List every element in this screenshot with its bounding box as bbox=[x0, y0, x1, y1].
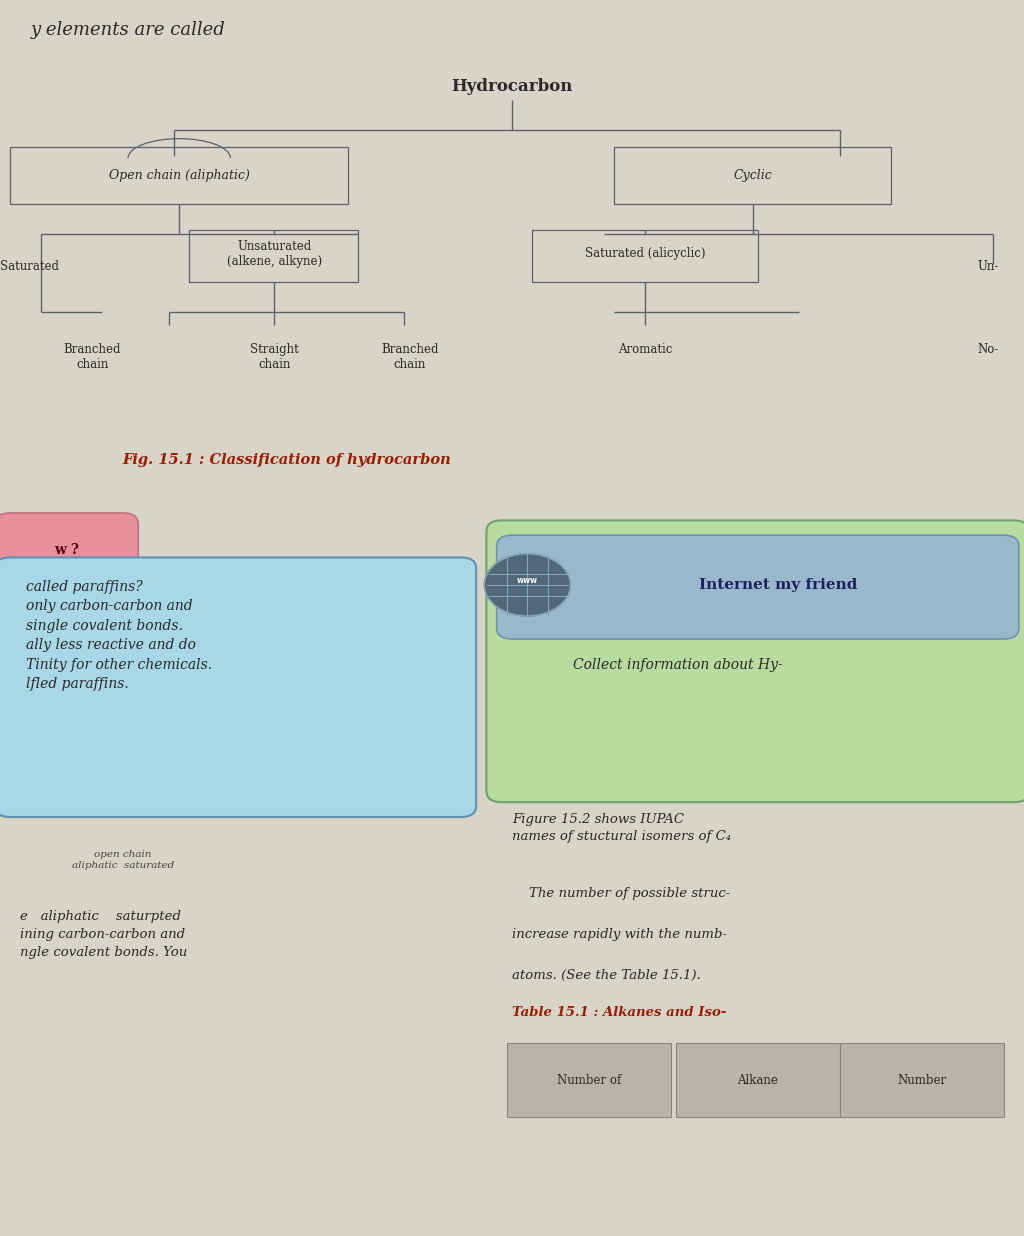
FancyBboxPatch shape bbox=[0, 513, 138, 587]
Bar bbox=[507, 1043, 671, 1117]
Bar bbox=[189, 230, 358, 282]
Text: called paraffins?
only carbon-carbon and
single covalent bonds.
ally less reacti: called paraffins? only carbon-carbon and… bbox=[26, 580, 212, 691]
Bar bbox=[614, 147, 891, 204]
Text: atoms. (See the Table 15.1).: atoms. (See the Table 15.1). bbox=[512, 969, 700, 983]
Text: w ?: w ? bbox=[54, 543, 79, 557]
Text: Internet my friend: Internet my friend bbox=[699, 578, 857, 592]
Text: Unsaturated
(alkene, alkyne): Unsaturated (alkene, alkyne) bbox=[227, 240, 322, 268]
Text: Un-: Un- bbox=[977, 260, 998, 273]
Text: The number of possible struc-: The number of possible struc- bbox=[512, 887, 730, 901]
Text: Number of: Number of bbox=[557, 1074, 621, 1086]
Text: Branched
chain: Branched chain bbox=[63, 342, 121, 371]
Text: Straight
chain: Straight chain bbox=[250, 342, 299, 371]
Text: Cyclic: Cyclic bbox=[733, 169, 772, 182]
Bar bbox=[840, 1043, 1004, 1117]
Text: Hydrocarbon: Hydrocarbon bbox=[452, 78, 572, 95]
FancyBboxPatch shape bbox=[486, 520, 1024, 802]
Circle shape bbox=[484, 554, 570, 616]
FancyBboxPatch shape bbox=[497, 535, 1019, 639]
Text: Alkane: Alkane bbox=[737, 1074, 778, 1086]
Text: Open chain (aliphatic): Open chain (aliphatic) bbox=[109, 169, 250, 182]
Text: open chain
aliphatic  saturated: open chain aliphatic saturated bbox=[72, 850, 174, 870]
Text: Number: Number bbox=[897, 1074, 946, 1086]
Text: Branched
chain: Branched chain bbox=[381, 342, 438, 371]
Text: Fig. 15.1 : Classification of hydrocarbon: Fig. 15.1 : Classification of hydrocarbo… bbox=[122, 452, 452, 467]
Text: Table 15.1 : Alkanes and Iso-: Table 15.1 : Alkanes and Iso- bbox=[512, 1006, 726, 1020]
Text: No-: No- bbox=[977, 342, 998, 356]
Bar bbox=[532, 230, 758, 282]
Text: Saturated: Saturated bbox=[0, 260, 59, 273]
Text: Figure 15.2 shows IUPAC
names of stuctural isomers of C₄: Figure 15.2 shows IUPAC names of stuctur… bbox=[512, 813, 731, 843]
FancyBboxPatch shape bbox=[0, 557, 476, 817]
Text: Aromatic: Aromatic bbox=[617, 342, 673, 356]
Bar bbox=[10, 147, 348, 204]
Text: Saturated (alicyclic): Saturated (alicyclic) bbox=[585, 247, 706, 260]
Text: increase rapidly with the numb-: increase rapidly with the numb- bbox=[512, 928, 727, 942]
Text: Collect information about Hy-: Collect information about Hy- bbox=[573, 658, 783, 672]
Bar bbox=[676, 1043, 840, 1117]
Text: y elements are called: y elements are called bbox=[31, 21, 225, 40]
Text: e   aliphatic    saturpted
ining carbon-carbon and
ngle covalent bonds. You: e aliphatic saturpted ining carbon-carbo… bbox=[20, 910, 187, 959]
Text: www: www bbox=[517, 576, 538, 585]
